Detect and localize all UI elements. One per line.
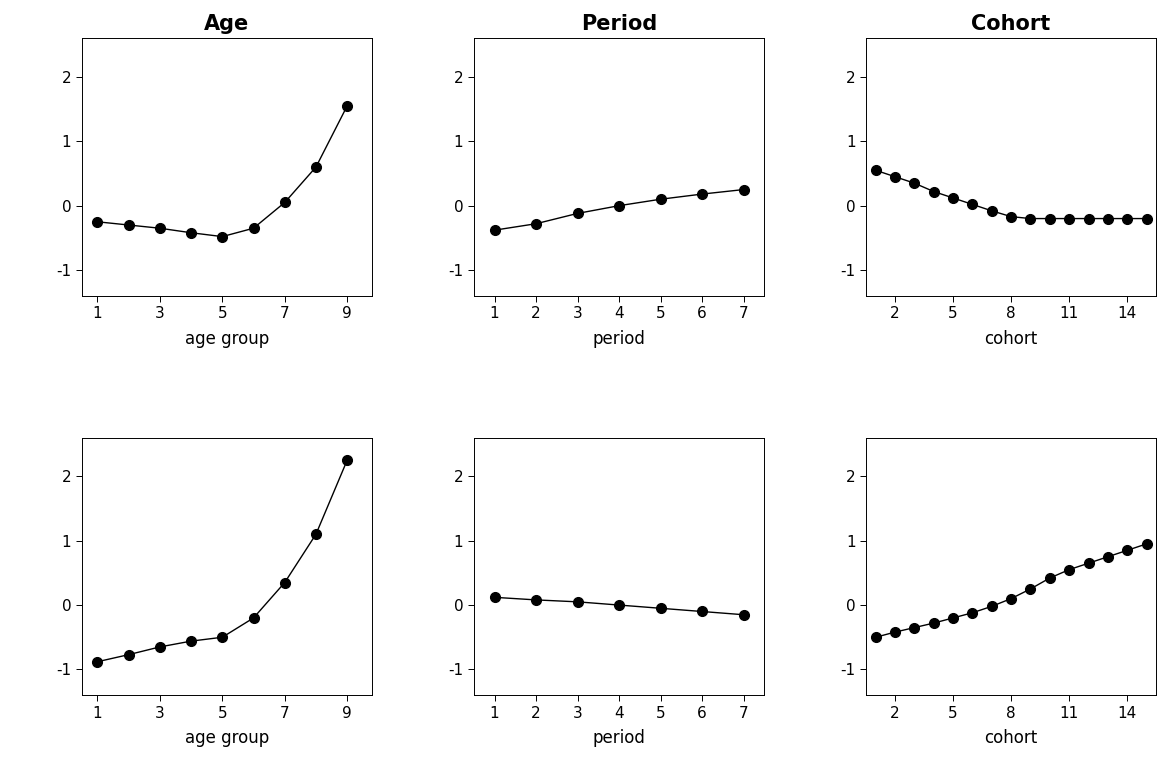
Point xyxy=(944,192,962,204)
Point xyxy=(735,183,753,196)
Point xyxy=(924,617,943,630)
Point xyxy=(964,199,982,211)
Point xyxy=(88,215,106,228)
Point xyxy=(982,205,1001,217)
Point xyxy=(151,222,169,235)
Point xyxy=(182,227,201,239)
Point xyxy=(964,607,982,619)
Point xyxy=(1079,557,1098,569)
Title: Age: Age xyxy=(204,14,250,34)
Point xyxy=(1099,551,1118,563)
Point xyxy=(885,170,904,183)
Point xyxy=(276,196,294,209)
Point xyxy=(119,649,138,661)
Point xyxy=(652,602,670,614)
Point xyxy=(527,594,545,606)
Point xyxy=(1021,583,1040,595)
Point xyxy=(338,454,356,466)
Point xyxy=(867,164,885,176)
Point xyxy=(1002,211,1021,223)
Title: Period: Period xyxy=(580,14,658,34)
X-axis label: period: period xyxy=(592,729,646,747)
Point xyxy=(1059,564,1078,576)
Point xyxy=(527,218,545,230)
Point xyxy=(1002,593,1021,605)
Point xyxy=(905,177,924,189)
Point xyxy=(885,626,904,638)
Point xyxy=(924,186,943,198)
X-axis label: period: period xyxy=(592,329,646,348)
Point xyxy=(213,231,231,243)
Point xyxy=(735,609,753,621)
Point xyxy=(1059,212,1078,225)
Point xyxy=(1118,544,1136,556)
Point xyxy=(982,601,1001,613)
Point xyxy=(1099,212,1118,225)
Point xyxy=(485,224,503,236)
Point xyxy=(88,656,106,668)
Point xyxy=(944,612,962,624)
Point xyxy=(1021,212,1040,225)
Point xyxy=(182,635,201,647)
Point xyxy=(610,599,628,611)
Point xyxy=(276,576,294,588)
Point xyxy=(244,222,263,235)
Point xyxy=(568,596,586,608)
Title: Cohort: Cohort xyxy=(972,14,1051,34)
Point xyxy=(693,188,711,200)
Point xyxy=(485,591,503,604)
Point xyxy=(693,605,711,617)
Point xyxy=(307,528,326,540)
Point xyxy=(151,641,169,653)
Point xyxy=(307,161,326,173)
Point xyxy=(213,631,231,643)
Point xyxy=(1041,212,1059,225)
Point xyxy=(867,631,885,643)
Point xyxy=(1041,572,1059,584)
X-axis label: age group: age group xyxy=(185,329,269,348)
Point xyxy=(905,621,924,633)
Point xyxy=(244,612,263,624)
X-axis label: age group: age group xyxy=(185,729,269,747)
Point xyxy=(568,207,586,219)
X-axis label: cohort: cohort xyxy=(985,329,1037,348)
Point xyxy=(652,193,670,206)
Point xyxy=(610,199,628,212)
Point xyxy=(338,100,356,112)
Point xyxy=(1079,212,1098,225)
Point xyxy=(119,219,138,231)
Point xyxy=(1138,212,1156,225)
Point xyxy=(1138,538,1156,550)
X-axis label: cohort: cohort xyxy=(985,729,1037,747)
Point xyxy=(1118,212,1136,225)
